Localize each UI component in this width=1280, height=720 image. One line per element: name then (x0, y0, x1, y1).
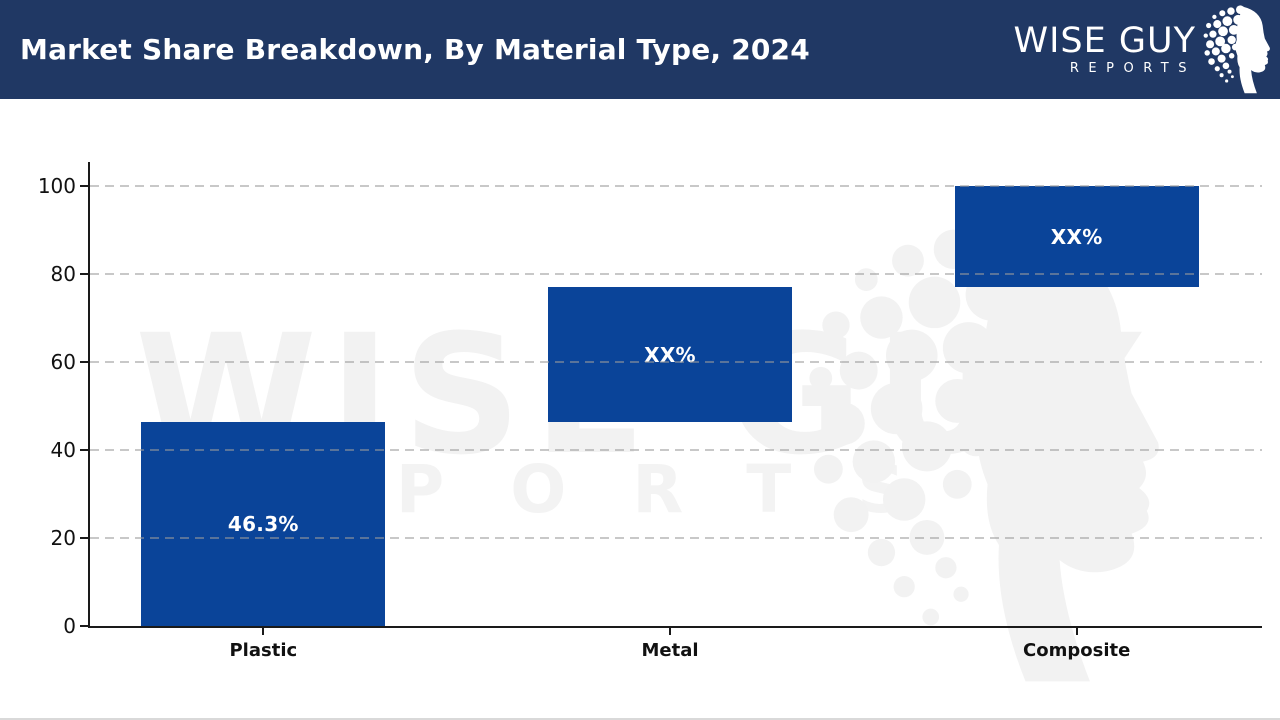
y-tick-label-100: 100 (37, 174, 76, 198)
bar-value-label-plastic: 46.3% (227, 512, 299, 537)
gridline-y20 (90, 537, 1262, 539)
x-tick-metal (669, 628, 671, 635)
y-tick-label-80: 80 (50, 262, 76, 286)
y-tick-label-0: 0 (63, 614, 76, 638)
x-tick-composite (1075, 628, 1078, 635)
x-axis-line (88, 626, 1262, 628)
y-tick-20 (80, 537, 88, 539)
header-band: Market Share Breakdown, By Material Type… (0, 0, 1280, 99)
brand-subname: REPORTS (1069, 61, 1196, 77)
gridline-y80 (90, 273, 1262, 275)
y-tick-label-60: 60 (50, 350, 76, 374)
brand-logo: WISE GUY REPORTS (1013, 4, 1280, 96)
y-axis-line (88, 162, 90, 628)
y-tick-80 (80, 273, 88, 275)
watermark-head-icon (809, 219, 1159, 682)
bar-value-label-composite: XX% (1050, 224, 1103, 249)
y-tick-100 (80, 185, 88, 187)
y-tick-0 (80, 625, 88, 627)
y-tick-40 (80, 449, 88, 451)
gridline-y40 (90, 449, 1262, 451)
page-title: Market Share Breakdown, By Material Type… (20, 33, 810, 66)
brand-logo-text: WISE GUY REPORTS (1013, 20, 1196, 77)
x-category-label-plastic: Plastic (229, 640, 298, 661)
bar-composite: XX% (954, 186, 1199, 288)
bar-value-label-metal: XX% (644, 342, 696, 367)
y-tick-label-40: 40 (50, 438, 76, 462)
chart-canvas: WISE GUY REPORTS 0 20 40 60 80 100 46.3% Plasti… (0, 99, 1280, 718)
x-tick-plastic (262, 628, 265, 635)
bar-metal: XX% (548, 287, 792, 423)
x-category-label-metal: Metal (641, 640, 699, 661)
gridline-y100 (90, 185, 1262, 187)
y-tick-label-20: 20 (50, 526, 76, 550)
wiseguy-head-icon (1203, 4, 1270, 93)
x-category-label-composite: Composite (1023, 640, 1131, 661)
gridline-y60 (90, 361, 1262, 363)
brand-name: WISE GUY (1013, 20, 1196, 61)
bottom-border (0, 718, 1280, 720)
y-tick-60 (80, 361, 88, 363)
bar-plastic: 46.3% (141, 422, 386, 626)
